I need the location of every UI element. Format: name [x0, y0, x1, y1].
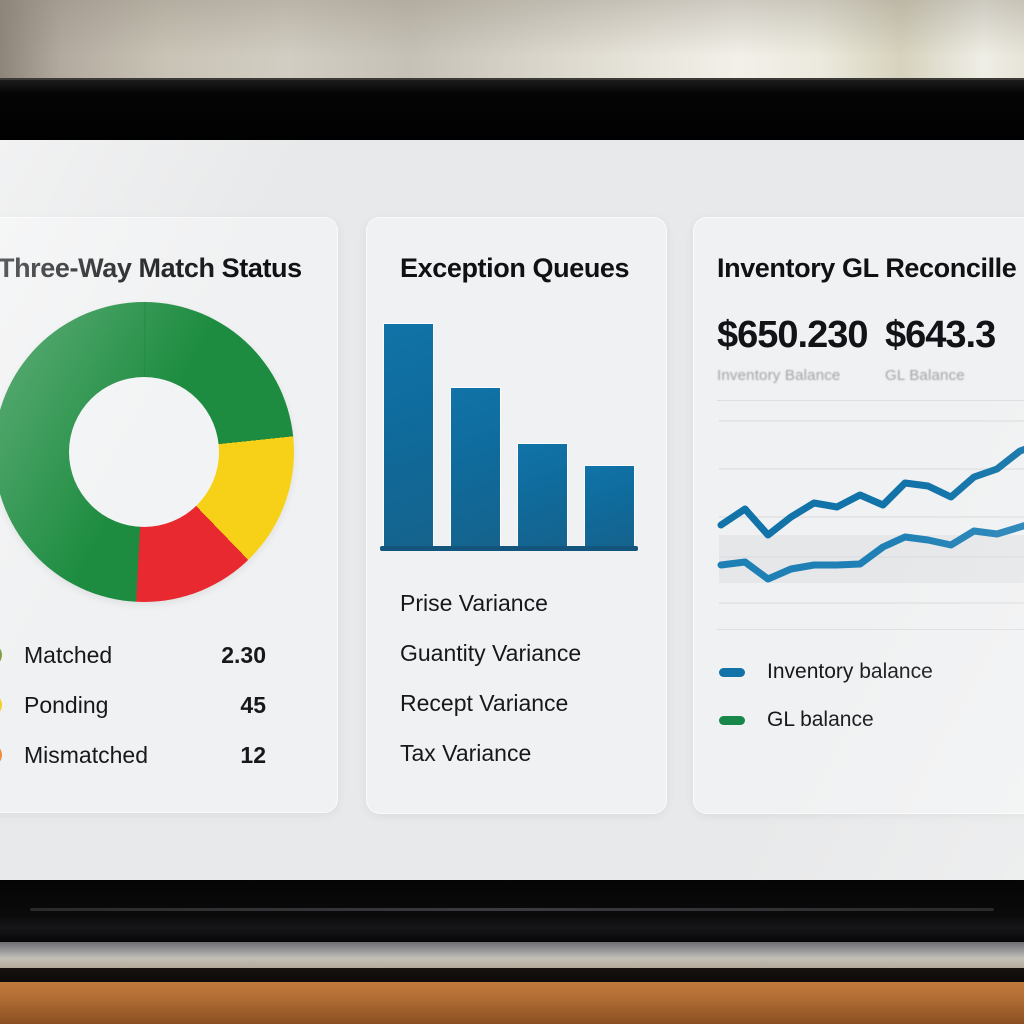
- bar-tax-variance[interactable]: [585, 466, 634, 546]
- match-legend: Matched 2.30 Ponding 45 Mismatched 12: [0, 630, 310, 780]
- card-exception-queues[interactable]: Exception Queues Prise Variance Guantity…: [366, 217, 667, 814]
- kpi-row: $650.230 Inventory Balance $643.3 GL Bal…: [717, 314, 1024, 384]
- list-item-recept-variance[interactable]: Recept Variance: [400, 690, 569, 716]
- legend-label: Matched: [24, 641, 113, 668]
- background-shading: [0, 0, 1024, 80]
- legend-label: GL balance: [767, 708, 874, 731]
- kpi-gl-balance[interactable]: $643.3 GL Balance: [885, 314, 1024, 384]
- laptop-base: [0, 942, 1024, 968]
- legend-dot-icon: [0, 694, 2, 716]
- series-gl-balance: [717, 522, 1024, 583]
- laptop-top-bezel: [0, 78, 1024, 140]
- kpi-divider: [717, 400, 1024, 401]
- legend-item-gl-balance[interactable]: GL balance: [719, 696, 1024, 744]
- line-chart-svg: [717, 420, 1024, 604]
- list-item-prise-variance[interactable]: Prise Variance: [400, 590, 548, 616]
- reconcile-legend: Inventory balance GL balance: [719, 648, 1024, 744]
- legend-dot-icon: [0, 744, 2, 766]
- kpi-caption: GL Balance: [885, 367, 965, 384]
- wooden-desk: [0, 982, 1024, 1024]
- chart-legend-divider: [717, 629, 1024, 630]
- legend-dash-icon: [719, 715, 745, 725]
- legend-value: 12: [240, 741, 266, 768]
- legend-dot-icon: [0, 644, 2, 666]
- desk-shadow: [0, 968, 1024, 982]
- donut-hole: [69, 377, 219, 527]
- card-three-way-match[interactable]: Three-Way Match Status Matched 2.30 Pond…: [0, 217, 338, 813]
- legend-label: Mismatched: [24, 741, 148, 768]
- list-item-tax-variance[interactable]: Tax Variance: [400, 740, 532, 766]
- legend-item-matched[interactable]: Matched 2.30: [0, 630, 310, 680]
- donut-chart[interactable]: [0, 302, 300, 602]
- bar-chart-axis: [380, 546, 638, 551]
- laptop-bottom-bezel: [0, 880, 1024, 942]
- kpi-value: $650.230: [717, 314, 869, 356]
- dashboard-screen: Three-Way Match Status Matched 2.30 Pond…: [0, 140, 1024, 880]
- kpi-value: $643.3: [885, 314, 996, 356]
- series-inventory-balance: [717, 445, 1024, 539]
- bar-prise-variance[interactable]: [384, 324, 433, 546]
- legend-label: Inventory balance: [767, 660, 933, 683]
- laptop-hinge: [30, 908, 994, 911]
- kpi-inventory-balance[interactable]: $650.230 Inventory Balance: [717, 314, 885, 384]
- card-title-exception-queues: Exception Queues: [400, 253, 630, 283]
- legend-label: Ponding: [24, 691, 109, 718]
- card-inventory-gl-reconcile[interactable]: Inventory GL Reconcille $650.230 Invento…: [693, 217, 1024, 814]
- legend-item-mismatched[interactable]: Mismatched 12: [0, 730, 310, 780]
- bar-guantity-variance[interactable]: [451, 388, 500, 546]
- exception-queue-list: Prise Variance Guantity Variance Recept …: [400, 578, 667, 778]
- list-item-guantity-variance[interactable]: Guantity Variance: [400, 640, 582, 666]
- legend-dash-icon: [719, 667, 745, 677]
- bar-recept-variance[interactable]: [518, 443, 567, 546]
- legend-value: 2.30: [221, 641, 266, 668]
- line-chart[interactable]: [693, 407, 1024, 613]
- bar-chart[interactable]: [380, 314, 638, 554]
- card-title-inventory-gl-reconcile: Inventory GL Reconcille: [717, 253, 1017, 283]
- card-title-three-way-match: Three-Way Match Status: [0, 253, 302, 283]
- legend-value: 45: [240, 691, 266, 718]
- legend-item-inventory-balance[interactable]: Inventory balance: [719, 648, 1024, 696]
- bar-chart-bars: [384, 324, 634, 546]
- kpi-caption: Inventory Balance: [717, 367, 841, 384]
- legend-item-ponding[interactable]: Ponding 45: [0, 680, 310, 730]
